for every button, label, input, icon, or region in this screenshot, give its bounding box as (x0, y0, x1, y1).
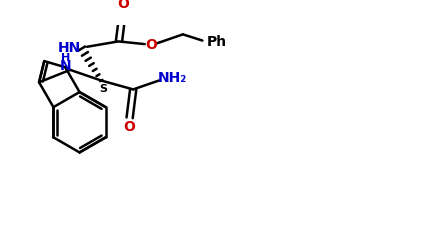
Text: O: O (123, 120, 135, 134)
Text: H: H (61, 53, 70, 63)
Text: O: O (118, 0, 129, 11)
Text: NH₂: NH₂ (158, 71, 187, 85)
Text: S: S (99, 84, 107, 94)
Text: Ph: Ph (207, 35, 227, 49)
Text: N: N (59, 59, 71, 73)
Text: HN: HN (58, 41, 81, 55)
Text: O: O (145, 38, 157, 52)
